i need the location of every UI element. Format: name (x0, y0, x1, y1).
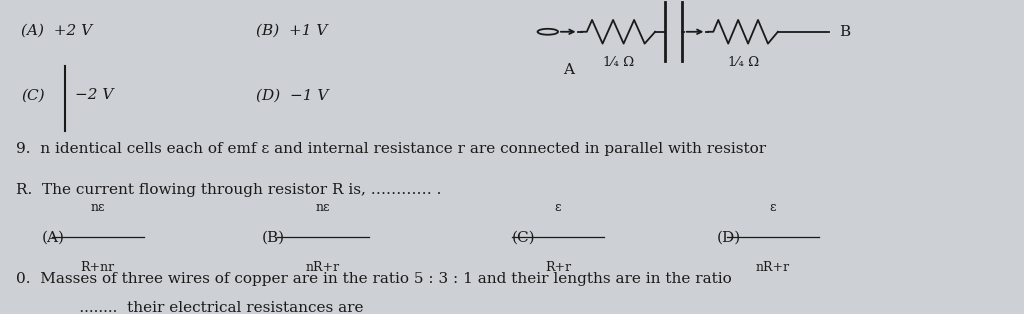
Text: nε: nε (90, 201, 105, 214)
Text: ........  their electrical resistances are: ........ their electrical resistances ar… (16, 301, 364, 314)
Text: −2 V: −2 V (76, 89, 114, 102)
Text: 1⁄₄ Ω: 1⁄₄ Ω (727, 56, 759, 69)
Text: A: A (563, 63, 573, 77)
Text: R.  The current flowing through resistor R is, ………… .: R. The current flowing through resistor … (16, 183, 441, 197)
Text: (A)  +2 V: (A) +2 V (22, 23, 92, 37)
Text: B: B (840, 25, 850, 39)
Text: ε: ε (555, 201, 561, 214)
Text: nR+r: nR+r (306, 261, 340, 273)
Text: 1⁄₄ Ω: 1⁄₄ Ω (603, 56, 634, 69)
Text: 0.  Masses of three wires of copper are in the ratio 5 : 3 : 1 and their lengths: 0. Masses of three wires of copper are i… (16, 272, 732, 286)
Text: (B): (B) (261, 230, 285, 244)
Text: R+nr: R+nr (81, 261, 115, 273)
Text: (D): (D) (717, 230, 740, 244)
Text: (D)  −1 V: (D) −1 V (256, 89, 329, 102)
Text: R+r: R+r (545, 261, 571, 273)
Text: (B)  +1 V: (B) +1 V (256, 23, 328, 37)
Text: ε: ε (769, 201, 776, 214)
Text: 9.  n identical cells each of emf ε and internal resistance r are connected in p: 9. n identical cells each of emf ε and i… (16, 142, 766, 156)
Text: nR+r: nR+r (756, 261, 790, 273)
Text: (A): (A) (42, 230, 65, 244)
Text: (C): (C) (22, 89, 45, 102)
Text: nε: nε (315, 201, 330, 214)
Text: (C): (C) (512, 230, 536, 244)
